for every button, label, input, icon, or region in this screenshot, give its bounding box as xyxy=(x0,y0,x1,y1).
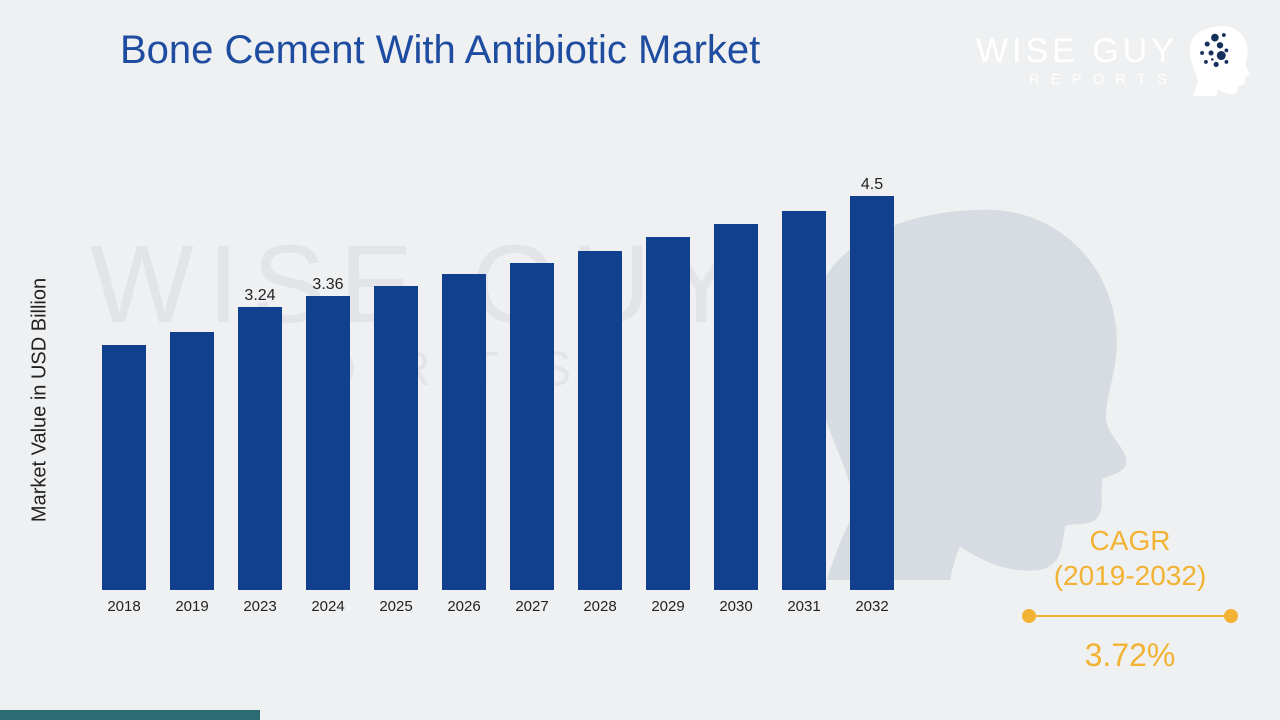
bar xyxy=(646,237,690,590)
bar xyxy=(374,286,418,591)
y-axis-label: Market Value in USD Billion xyxy=(29,278,52,522)
brand-logo-line2: REPORTS xyxy=(976,72,1178,87)
brand-logo: WISE GUY REPORTS xyxy=(982,24,1252,96)
bar-value-label: 4.5 xyxy=(861,176,883,194)
bar xyxy=(102,345,146,590)
x-tick: 2026 xyxy=(442,590,486,630)
cagr-label-line1: CAGR xyxy=(1090,525,1171,556)
cagr-block: CAGR (2019-2032) 3.72% xyxy=(1010,523,1250,674)
x-tick: 2032 xyxy=(850,590,894,630)
accent-strip xyxy=(0,710,260,720)
x-tick: 2029 xyxy=(646,590,690,630)
cagr-label-line2: (2019-2032) xyxy=(1054,560,1207,591)
bar xyxy=(306,296,350,590)
bar-col xyxy=(510,170,554,590)
bar-col xyxy=(442,170,486,590)
brand-logo-line1: WISE GUY xyxy=(976,34,1178,68)
brand-logo-text: WISE GUY REPORTS xyxy=(976,34,1178,87)
bar xyxy=(578,251,622,591)
cagr-label: CAGR (2019-2032) xyxy=(1010,523,1250,593)
brand-head-icon xyxy=(1188,24,1252,96)
x-axis: 2018 2019 2023 2024 2025 2026 2027 2028 2029 2030… xyxy=(96,590,900,630)
bar-col xyxy=(170,170,214,590)
bars-container: 3.24 3.36 4.5 xyxy=(96,170,900,590)
chart-title: Bone Cement With Antibiotic Market xyxy=(120,28,760,73)
x-tick: 2030 xyxy=(714,590,758,630)
bar-value-label: 3.36 xyxy=(312,276,343,294)
x-tick: 2018 xyxy=(102,590,146,630)
bar-col xyxy=(102,170,146,590)
x-tick: 2024 xyxy=(306,590,350,630)
x-tick: 2027 xyxy=(510,590,554,630)
cagr-divider xyxy=(1028,609,1232,623)
bar-col: 3.36 xyxy=(306,170,350,590)
bar-col xyxy=(782,170,826,590)
x-tick: 2025 xyxy=(374,590,418,630)
cagr-divider-dot-left xyxy=(1022,609,1036,623)
bar xyxy=(714,224,758,590)
bar-col: 3.24 xyxy=(238,170,282,590)
x-tick: 2019 xyxy=(170,590,214,630)
bar-value-label: 3.24 xyxy=(244,287,275,305)
bar-chart: Market Value in USD Billion 3.243.364.5 … xyxy=(60,170,900,630)
bar xyxy=(170,332,214,590)
cagr-divider-dot-right xyxy=(1224,609,1238,623)
bar-col xyxy=(578,170,622,590)
bar-col: 4.5 xyxy=(850,170,894,590)
x-tick: 2023 xyxy=(238,590,282,630)
bar xyxy=(850,196,894,590)
bar-col xyxy=(646,170,690,590)
bar xyxy=(442,274,486,590)
plot-area: 3.24 3.36 4.5 xyxy=(96,170,900,590)
bar-col xyxy=(714,170,758,590)
x-tick: 2028 xyxy=(578,590,622,630)
bar xyxy=(782,211,826,590)
cagr-value: 3.72% xyxy=(1010,637,1250,674)
bar xyxy=(510,263,554,590)
x-tick: 2031 xyxy=(782,590,826,630)
bar-col xyxy=(374,170,418,590)
cagr-divider-line xyxy=(1028,615,1232,617)
chart-canvas: WISE GUY REPORTS Bone Cement With Antibi… xyxy=(0,0,1280,720)
bar xyxy=(238,307,282,591)
